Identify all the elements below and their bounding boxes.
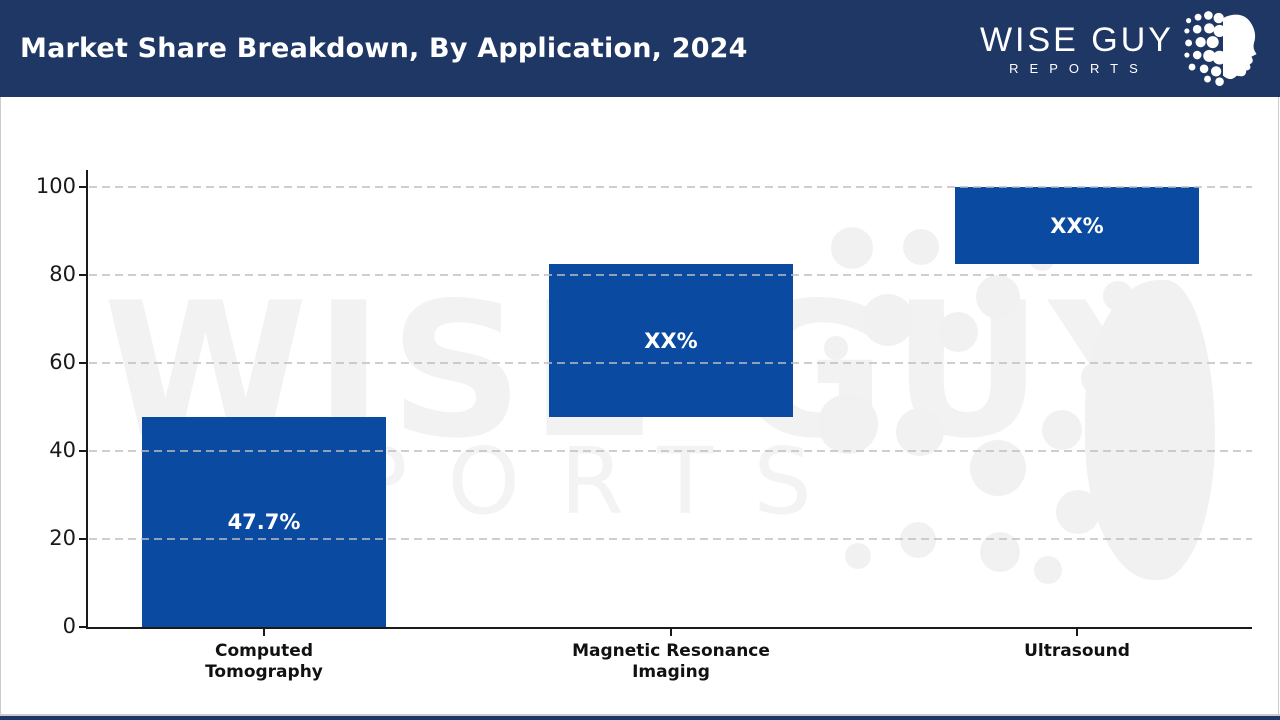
watermark-dot — [1042, 410, 1082, 450]
body-border-right — [1278, 97, 1279, 720]
x-tick-magnetic-resonance-imaging — [670, 629, 672, 636]
dotted-head-icon — [1184, 10, 1257, 86]
body-border-left — [0, 97, 1, 720]
bar-computed-tomography: 47.7% — [142, 417, 386, 627]
watermark-dot — [1034, 556, 1062, 584]
x-category-label-ultrasound: Ultrasound — [917, 641, 1237, 662]
watermark-dot — [845, 543, 871, 569]
watermark-dot — [900, 522, 936, 558]
watermark-dot — [1056, 490, 1100, 534]
watermark-dot — [970, 440, 1026, 496]
body-border-bottom — [0, 714, 1280, 716]
watermark-dot — [831, 227, 873, 269]
gridline-20 — [89, 538, 1252, 540]
x-category-label-line: Tomography — [205, 662, 323, 682]
gridline-100 — [89, 186, 1252, 188]
bar-value-label-computed-tomography: 47.7% — [227, 510, 301, 535]
watermark-dot — [938, 312, 978, 352]
x-category-label-line: Magnetic Resonance — [572, 641, 770, 661]
watermark-dot — [1130, 466, 1154, 490]
x-tick-ultrasound — [1076, 629, 1078, 636]
y-tick-60 — [79, 362, 86, 364]
y-tick-80 — [79, 274, 86, 276]
y-tick-40 — [79, 450, 86, 452]
bar-ultrasound: XX% — [955, 187, 1199, 264]
y-tick-100 — [79, 186, 86, 188]
y-axis-line — [86, 170, 88, 629]
logo-text: WISE GUY REPORTS — [980, 23, 1174, 75]
x-tick-computed-tomography — [263, 629, 265, 636]
gridline-60 — [89, 362, 1252, 364]
gridline-80 — [89, 274, 1252, 276]
x-category-label-computed-tomography: Computed Tomography — [104, 641, 424, 683]
watermark-head-silhouette — [1085, 280, 1215, 580]
bar-value-label-ultrasound: XX% — [1050, 213, 1104, 238]
chart-title: Market Share Breakdown, By Application, … — [20, 33, 748, 64]
y-tick-label-80: 80 — [49, 262, 76, 286]
watermark-dot — [896, 408, 944, 456]
y-tick-label-100: 100 — [35, 174, 76, 198]
watermark-dot — [1081, 361, 1115, 395]
watermark-dot — [976, 275, 1020, 319]
wise-guy-reports-logo: WISE GUY REPORTS — [980, 8, 1266, 90]
watermark-dot — [862, 294, 914, 346]
y-tick-label-60: 60 — [49, 350, 76, 374]
bar-value-label-magnetic-resonance-imaging: XX% — [644, 328, 698, 353]
watermark-dot — [1150, 410, 1170, 430]
x-axis-line — [86, 627, 1252, 629]
watermark-dot — [1103, 281, 1133, 311]
y-tick-label-0: 0 — [62, 614, 76, 638]
y-tick-label-20: 20 — [49, 526, 76, 550]
watermark-dot — [818, 394, 878, 454]
x-category-label-line: Computed — [215, 641, 313, 661]
y-tick-label-40: 40 — [49, 438, 76, 462]
logo-wordmark: WISE GUY — [979, 20, 1174, 59]
gridline-40 — [89, 450, 1252, 452]
y-tick-20 — [79, 538, 86, 540]
y-tick-0 — [79, 626, 86, 628]
header-bar: Market Share Breakdown, By Application, … — [0, 0, 1280, 97]
bar-magnetic-resonance-imaging: XX% — [549, 264, 793, 418]
watermark-dot — [903, 229, 939, 265]
x-category-label-line: Imaging — [632, 662, 710, 682]
x-category-label-magnetic-resonance-imaging: Magnetic Resonance Imaging — [511, 641, 831, 683]
x-category-label-line: Ultrasound — [1024, 641, 1130, 661]
watermark-dot — [824, 336, 848, 360]
footer-bar — [0, 716, 1280, 720]
logo-subtext: REPORTS — [1009, 60, 1149, 76]
